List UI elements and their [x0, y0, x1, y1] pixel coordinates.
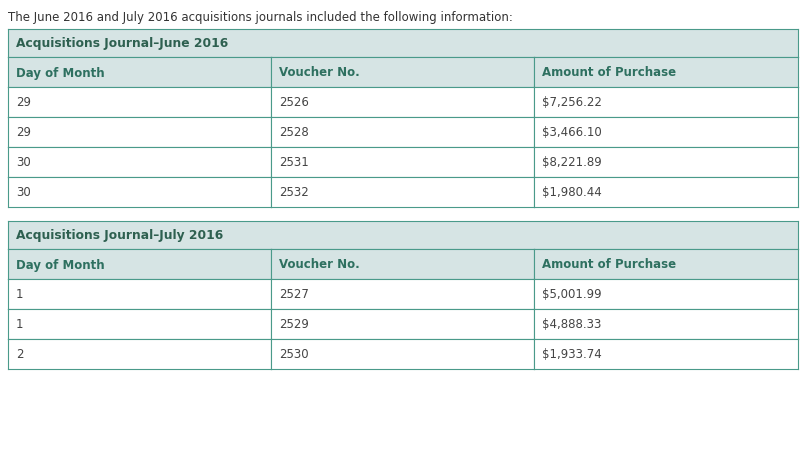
Text: 2530: 2530	[279, 348, 309, 361]
Text: Day of Month: Day of Month	[16, 66, 105, 79]
Text: Acquisitions Journal–July 2016: Acquisitions Journal–July 2016	[16, 229, 223, 242]
Text: $5,001.99: $5,001.99	[542, 288, 601, 301]
Text: $4,888.33: $4,888.33	[542, 318, 601, 331]
Text: 29: 29	[16, 126, 31, 139]
Text: $1,980.44: $1,980.44	[542, 186, 602, 199]
Text: Voucher No.: Voucher No.	[279, 66, 359, 79]
Text: Voucher No.: Voucher No.	[279, 258, 359, 271]
Text: $1,933.74: $1,933.74	[542, 348, 602, 361]
Text: 30: 30	[16, 186, 31, 199]
Text: 2532: 2532	[279, 186, 309, 199]
Text: Amount of Purchase: Amount of Purchase	[542, 66, 676, 79]
Text: The June 2016 and July 2016 acquisitions journals included the following informa: The June 2016 and July 2016 acquisitions…	[8, 10, 513, 23]
Text: Acquisitions Journal–June 2016: Acquisitions Journal–June 2016	[16, 37, 228, 51]
Text: Day of Month: Day of Month	[16, 258, 105, 271]
Text: 30: 30	[16, 156, 31, 169]
Text: 2526: 2526	[279, 96, 309, 109]
Text: 1: 1	[16, 288, 23, 301]
Text: 2529: 2529	[279, 318, 309, 331]
Text: 2531: 2531	[279, 156, 309, 169]
Text: Amount of Purchase: Amount of Purchase	[542, 258, 676, 271]
Text: 1: 1	[16, 318, 23, 331]
Text: 29: 29	[16, 96, 31, 109]
Text: $7,256.22: $7,256.22	[542, 96, 602, 109]
Text: 2528: 2528	[279, 126, 309, 139]
Text: $8,221.89: $8,221.89	[542, 156, 602, 169]
Text: 2527: 2527	[279, 288, 309, 301]
Text: 2: 2	[16, 348, 23, 361]
Text: $3,466.10: $3,466.10	[542, 126, 602, 139]
